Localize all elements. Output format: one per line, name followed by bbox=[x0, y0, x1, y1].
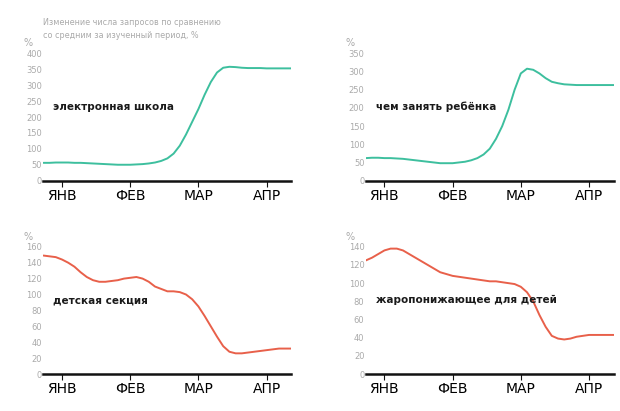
Text: %: % bbox=[346, 232, 355, 242]
Text: %: % bbox=[24, 232, 33, 242]
Text: детская секция: детская секция bbox=[53, 295, 148, 305]
Text: электронная школа: электронная школа bbox=[53, 102, 174, 112]
Text: чем занять ребёнка: чем занять ребёнка bbox=[376, 102, 496, 112]
Text: жаропонижающее для детей: жаропонижающее для детей bbox=[376, 295, 557, 305]
Text: Изменение числа запросов по сравнению
со средним за изученный период, %: Изменение числа запросов по сравнению со… bbox=[43, 18, 221, 40]
Text: %: % bbox=[24, 38, 33, 48]
Text: %: % bbox=[346, 38, 355, 48]
